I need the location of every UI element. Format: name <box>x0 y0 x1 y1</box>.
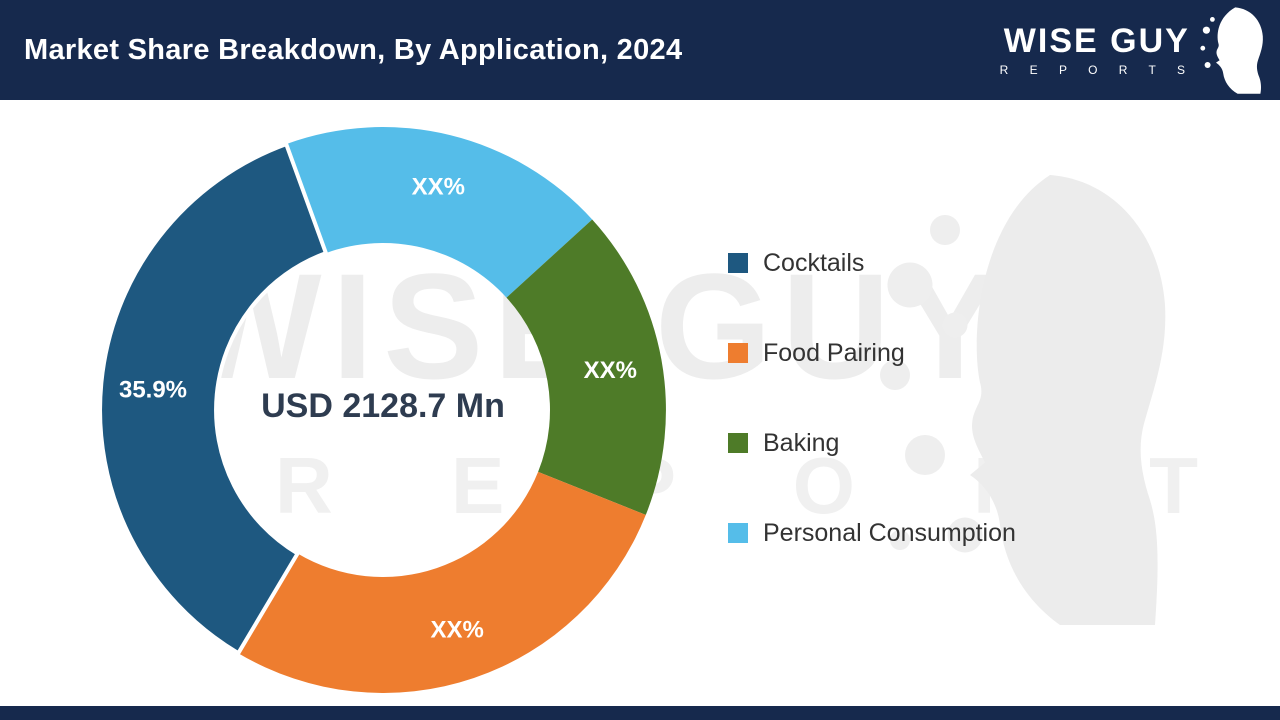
legend-label-baking: Baking <box>763 428 840 457</box>
legend-swatch-cocktails <box>728 253 748 273</box>
donut-segment-personal-consumption <box>286 127 593 298</box>
brand-logo-text: WISE GUY R E P O R T S <box>1000 24 1194 77</box>
legend-label-cocktails: Cocktails <box>763 248 865 277</box>
segment-label-personal-consumption: XX% <box>412 174 465 201</box>
legend-item-cocktails: Cocktails <box>728 248 1016 277</box>
legend-swatch-food-pairing <box>728 343 748 363</box>
segment-label-baking: XX% <box>584 357 637 384</box>
legend-label-personal-consumption: Personal Consumption <box>763 518 1016 547</box>
legend-label-food-pairing: Food Pairing <box>763 338 905 367</box>
brand-name: WISE GUY <box>1003 21 1190 60</box>
footer-bar <box>0 706 1280 720</box>
donut-segment-cocktails <box>98 141 329 656</box>
segment-label-food-pairing: XX% <box>431 617 484 644</box>
donut-segment-food-pairing <box>238 471 646 693</box>
donut-chart: XX% XX% XX% 35.9% <box>98 125 668 695</box>
donut-segment-baking <box>506 219 666 515</box>
page-title: Market Share Breakdown, By Application, … <box>24 33 683 66</box>
legend-item-food-pairing: Food Pairing <box>728 338 1016 367</box>
legend-item-baking: Baking <box>728 428 1016 457</box>
watermark-head-icon <box>880 175 1166 625</box>
donut-svg: XX% XX% XX% 35.9% <box>98 127 666 693</box>
head-profile-icon <box>1200 7 1263 94</box>
brand-logo: WISE GUY R E P O R T S <box>1000 3 1270 97</box>
legend-swatch-baking <box>728 433 748 453</box>
segment-label-cocktails: 35.9% <box>119 376 187 403</box>
header-bar: Market Share Breakdown, By Application, … <box>0 0 1280 100</box>
legend-item-personal-consumption: Personal Consumption <box>728 518 1016 547</box>
legend-swatch-personal-consumption <box>728 523 748 543</box>
donut-center-value: USD 2128.7 Mn <box>261 387 505 425</box>
brand-subtitle: R E P O R T S <box>999 62 1194 77</box>
chart-legend: Cocktails Food Pairing Baking Personal Cons… <box>728 248 1016 610</box>
chart-area: WISE GUY R E P O R T S XX%XX%XX%35.9% US… <box>0 100 1280 706</box>
